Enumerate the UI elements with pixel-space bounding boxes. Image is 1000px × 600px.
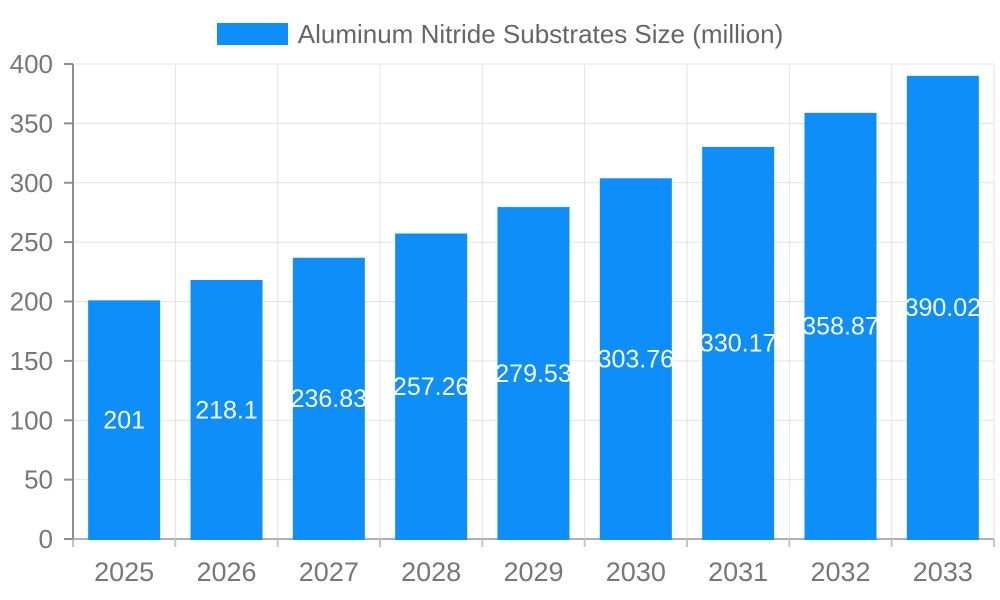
y-axis-label: 200 [10, 287, 53, 317]
bar-2031[interactable] [702, 146, 775, 540]
y-axis-label: 0 [39, 524, 53, 554]
bar-value-label: 201 [103, 406, 145, 434]
x-axis-label: 2030 [606, 557, 666, 587]
bar-value-label: 358.87 [802, 313, 878, 341]
legend-label: Aluminum Nitride Substrates Size (millio… [297, 19, 784, 49]
x-axis-label: 2026 [196, 557, 256, 587]
x-axis-label: 2028 [401, 557, 461, 587]
y-axis-label: 400 [10, 49, 53, 79]
x-axis-label: 2029 [503, 557, 563, 587]
bar-2025[interactable] [88, 300, 161, 540]
y-axis-label: 150 [10, 346, 53, 376]
bar-2028[interactable] [395, 233, 468, 540]
bar-2030[interactable] [599, 178, 672, 540]
y-axis-label: 50 [24, 465, 53, 495]
y-axis-label: 250 [10, 227, 53, 257]
bar-2033[interactable] [906, 75, 979, 540]
x-axis-label: 2033 [913, 557, 973, 587]
chart-legend[interactable]: Aluminum Nitride Substrates Size (millio… [0, 20, 1000, 48]
x-axis-label: 2032 [810, 557, 870, 587]
bar-value-label: 330.17 [700, 330, 776, 358]
y-axis-label: 100 [10, 405, 53, 435]
x-axis-label: 2031 [708, 557, 768, 587]
bar-value-label: 257.26 [393, 373, 469, 401]
bar-2027[interactable] [292, 257, 365, 540]
x-axis-label: 2027 [299, 557, 359, 587]
bar-value-label: 390.02 [905, 294, 981, 322]
bar-2032[interactable] [804, 112, 877, 541]
x-axis-label: 2025 [94, 557, 154, 587]
legend-swatch [216, 23, 288, 45]
bar-2029[interactable] [497, 207, 570, 541]
bar-value-label: 303.76 [598, 345, 674, 373]
bar-2026[interactable] [190, 280, 263, 540]
bar-value-label: 218.1 [195, 396, 258, 424]
y-axis-label: 350 [10, 108, 53, 138]
bar-value-label: 236.83 [291, 385, 367, 413]
y-axis-label: 300 [10, 168, 53, 198]
bar-value-label: 279.53 [495, 360, 571, 388]
